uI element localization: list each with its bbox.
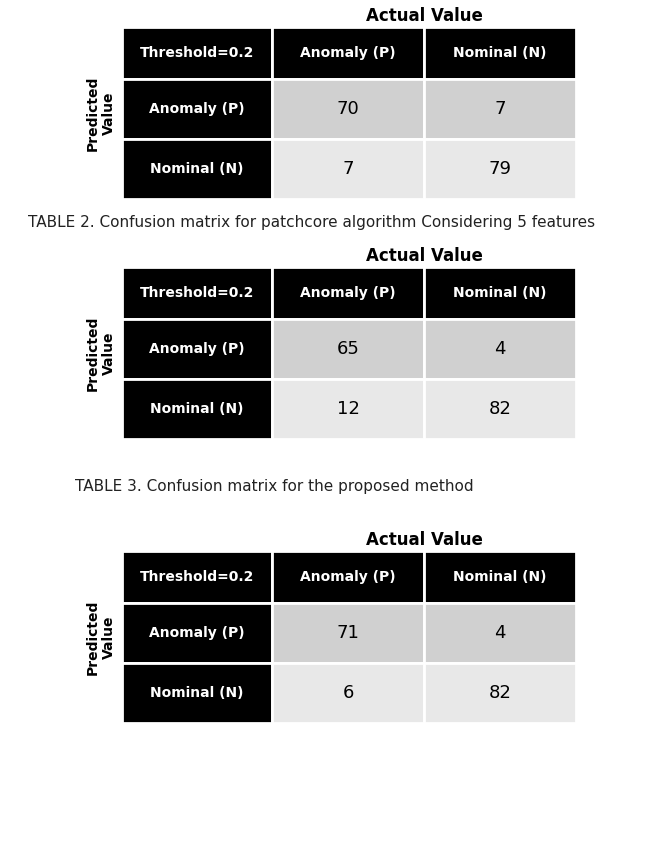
Text: 65: 65 <box>336 340 360 358</box>
Text: TABLE 2. Confusion matrix for patchcore algorithm Considering 5 features: TABLE 2. Confusion matrix for patchcore … <box>28 215 595 230</box>
Text: 82: 82 <box>489 400 511 418</box>
Text: Predicted
Value: Predicted Value <box>86 599 116 675</box>
Text: 70: 70 <box>336 100 360 118</box>
Bar <box>272 139 424 199</box>
Bar <box>272 663 424 723</box>
Text: TABLE 3. Confusion matrix for the proposed method: TABLE 3. Confusion matrix for the propos… <box>75 479 474 494</box>
Text: Predicted
Value: Predicted Value <box>86 75 116 151</box>
Text: Nominal (N): Nominal (N) <box>454 46 547 60</box>
Bar <box>272 551 424 603</box>
Bar <box>424 663 576 723</box>
Bar <box>424 79 576 139</box>
Text: 71: 71 <box>336 624 360 642</box>
Bar <box>272 27 424 79</box>
Bar <box>122 603 272 663</box>
Text: Nominal (N): Nominal (N) <box>151 162 244 176</box>
Bar <box>122 551 272 603</box>
Bar <box>424 319 576 379</box>
Bar <box>424 267 576 319</box>
Bar <box>272 267 424 319</box>
Text: Threshold=0.2: Threshold=0.2 <box>140 46 254 60</box>
Bar <box>424 551 576 603</box>
Text: Anomaly (P): Anomaly (P) <box>300 46 396 60</box>
Bar <box>272 379 424 439</box>
Text: 4: 4 <box>494 340 505 358</box>
Bar <box>424 379 576 439</box>
Bar <box>272 319 424 379</box>
Text: Nominal (N): Nominal (N) <box>454 570 547 584</box>
Text: Actual Value: Actual Value <box>366 531 482 549</box>
Text: Nominal (N): Nominal (N) <box>151 402 244 416</box>
Text: Threshold=0.2: Threshold=0.2 <box>140 570 254 584</box>
Text: Predicted
Value: Predicted Value <box>86 316 116 391</box>
Bar <box>122 139 272 199</box>
Text: 4: 4 <box>494 624 505 642</box>
Bar <box>122 267 272 319</box>
Bar <box>122 379 272 439</box>
Text: Anomaly (P): Anomaly (P) <box>300 286 396 300</box>
Text: 7: 7 <box>342 160 354 178</box>
Bar <box>122 27 272 79</box>
Text: Actual Value: Actual Value <box>366 7 482 25</box>
Text: 79: 79 <box>488 160 511 178</box>
Text: 82: 82 <box>489 684 511 702</box>
Text: Anomaly (P): Anomaly (P) <box>149 626 245 640</box>
Text: 6: 6 <box>342 684 354 702</box>
Bar <box>272 79 424 139</box>
Text: Anomaly (P): Anomaly (P) <box>149 102 245 116</box>
Text: Anomaly (P): Anomaly (P) <box>300 570 396 584</box>
Text: 7: 7 <box>494 100 505 118</box>
Text: Anomaly (P): Anomaly (P) <box>149 342 245 356</box>
Bar <box>122 663 272 723</box>
Bar <box>424 603 576 663</box>
Bar <box>272 603 424 663</box>
Text: Nominal (N): Nominal (N) <box>454 286 547 300</box>
Bar <box>424 27 576 79</box>
Text: Nominal (N): Nominal (N) <box>151 686 244 700</box>
Text: 12: 12 <box>336 400 360 418</box>
Text: Threshold=0.2: Threshold=0.2 <box>140 286 254 300</box>
Bar <box>122 319 272 379</box>
Bar <box>122 79 272 139</box>
Bar <box>424 139 576 199</box>
Text: Actual Value: Actual Value <box>366 247 482 265</box>
